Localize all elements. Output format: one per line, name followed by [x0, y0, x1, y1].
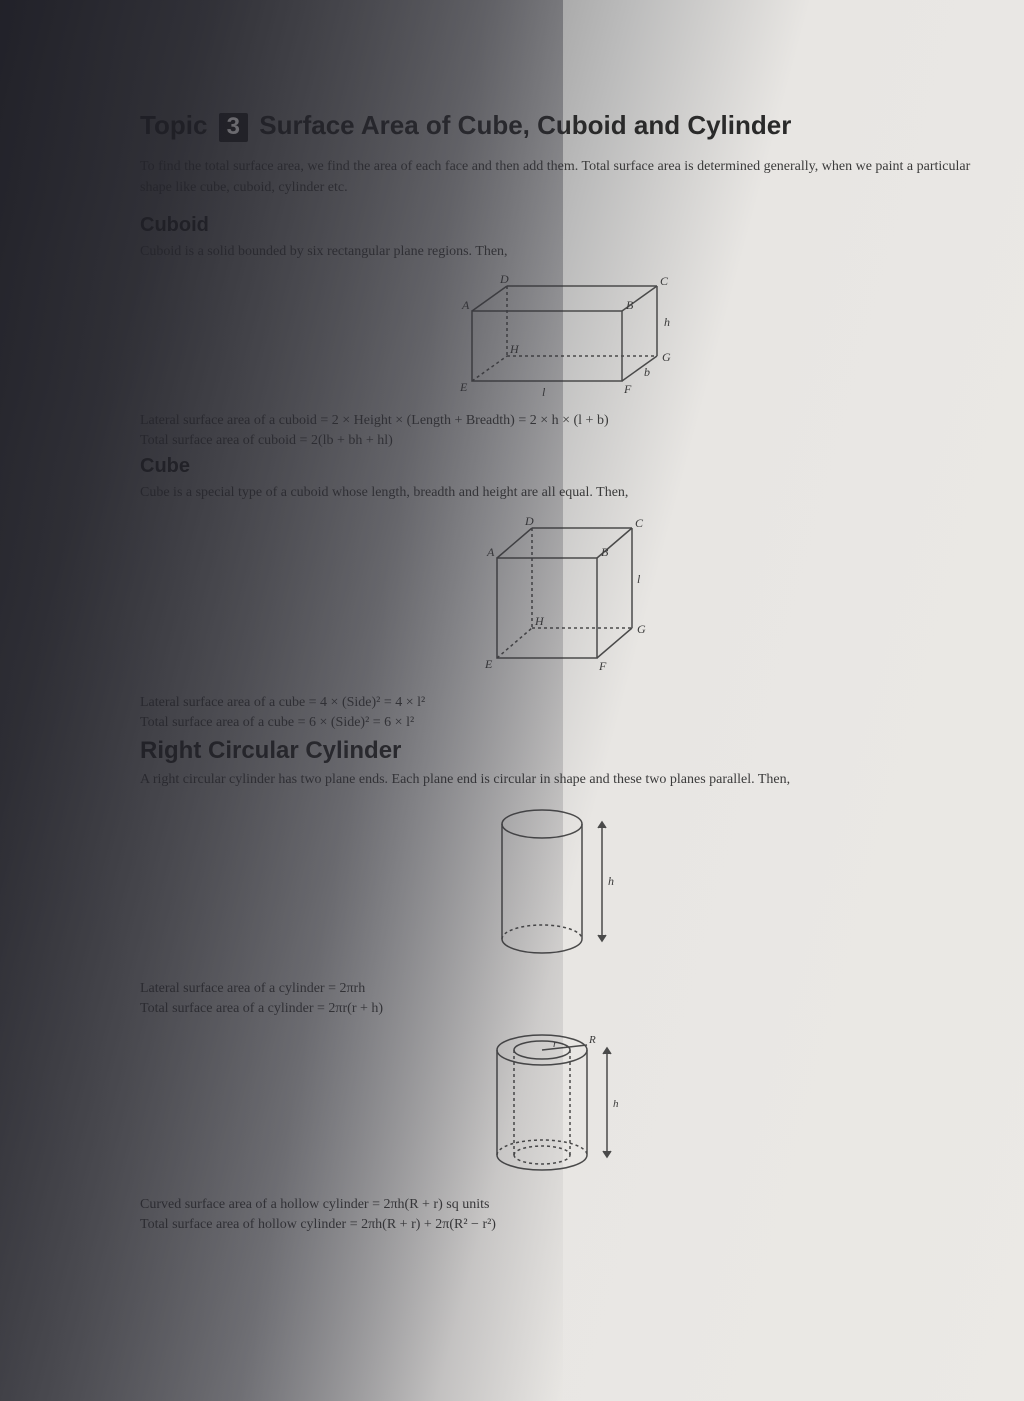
topic-title: Surface Area of Cube, Cuboid and Cylinde…	[259, 110, 791, 140]
svg-text:H: H	[534, 614, 545, 628]
svg-text:h: h	[608, 874, 614, 888]
svg-text:E: E	[484, 657, 493, 671]
cylinder-heading: Right Circular Cylinder	[140, 737, 984, 765]
topic-label: Topic	[140, 110, 207, 140]
hollow-cylinder-diagram: R r h	[467, 1025, 657, 1185]
intro-text: To find the total surface area, we find …	[140, 156, 984, 198]
cuboid-tsa: Total surface area of cuboid = 2(lb + bh…	[140, 433, 984, 449]
svg-text:R: R	[588, 1034, 596, 1046]
cube-lsa: Lateral surface area of a cube = 4 × (Si…	[140, 695, 984, 711]
svg-text:C: C	[635, 516, 644, 530]
cube-heading: Cube	[140, 455, 984, 478]
topic-heading: Topic 3 Surface Area of Cube, Cuboid and…	[140, 110, 984, 142]
svg-text:b: b	[644, 365, 650, 379]
cuboid-diagram: A B C D E F G H l b h	[432, 271, 692, 401]
svg-text:l: l	[637, 572, 641, 586]
cuboid-heading: Cuboid	[140, 214, 984, 237]
svg-text:B: B	[626, 298, 634, 312]
cuboid-lsa: Lateral surface area of a cuboid = 2 × H…	[140, 413, 984, 429]
svg-text:r: r	[553, 1038, 558, 1050]
svg-text:D: D	[499, 272, 509, 286]
svg-text:h: h	[613, 1098, 619, 1110]
svg-text:B: B	[601, 545, 609, 559]
svg-text:l: l	[542, 385, 546, 399]
cube-diagram: A B C D E F G H l	[462, 513, 662, 683]
cylinder-text: A right circular cylinder has two plane …	[140, 769, 984, 791]
cuboid-text: Cuboid is a solid bounded by six rectang…	[140, 241, 984, 263]
svg-text:F: F	[623, 382, 632, 396]
cylinder-lsa: Lateral surface area of a cylinder = 2πr…	[140, 981, 984, 997]
svg-text:h: h	[664, 315, 670, 329]
cylinder-diagram: h	[472, 799, 652, 969]
svg-text:E: E	[459, 380, 468, 394]
svg-text:G: G	[662, 350, 671, 364]
svg-text:G: G	[637, 622, 646, 636]
svg-text:A: A	[486, 545, 495, 559]
hollow-csa: Curved surface area of a hollow cylinder…	[140, 1197, 984, 1213]
svg-text:A: A	[461, 298, 470, 312]
topic-number-badge: 3	[219, 113, 248, 142]
cube-text: Cube is a special type of a cuboid whose…	[140, 482, 984, 504]
hollow-tsa: Total surface area of hollow cylinder = …	[140, 1217, 984, 1233]
svg-text:F: F	[598, 659, 607, 673]
svg-text:D: D	[524, 514, 534, 528]
cylinder-tsa: Total surface area of a cylinder = 2πr(r…	[140, 1001, 984, 1017]
svg-text:H: H	[509, 342, 520, 356]
svg-text:C: C	[660, 274, 669, 288]
cube-tsa: Total surface area of a cube = 6 × (Side…	[140, 715, 984, 731]
